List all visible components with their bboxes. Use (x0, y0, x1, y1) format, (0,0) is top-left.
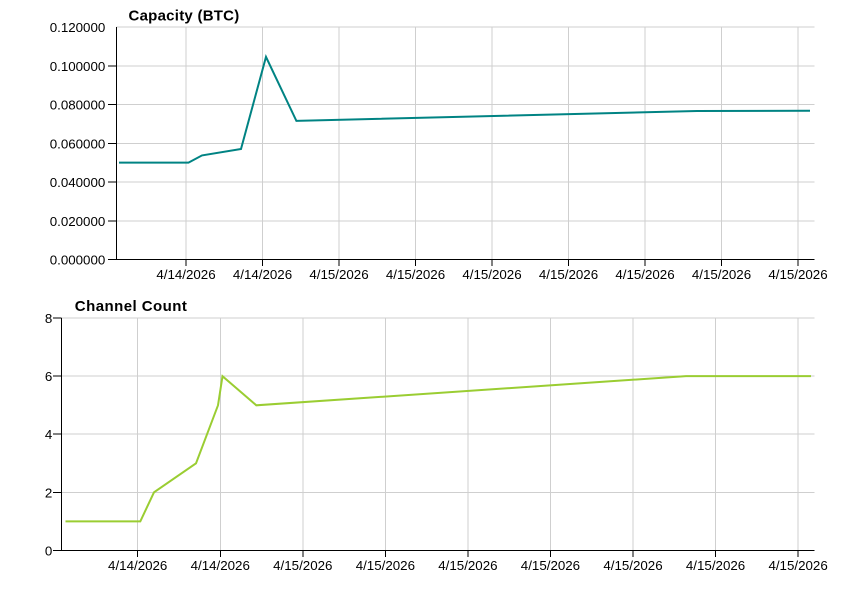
svg-text:4/15/2026: 4/15/2026 (356, 558, 415, 573)
svg-text:4/15/2026: 4/15/2026 (386, 267, 445, 282)
svg-text:0.020000: 0.020000 (50, 214, 106, 229)
svg-text:0.000000: 0.000000 (50, 252, 106, 267)
svg-text:4/15/2026: 4/15/2026 (603, 558, 662, 573)
svg-text:4/14/2026: 4/14/2026 (156, 267, 215, 282)
svg-text:4/14/2026: 4/14/2026 (233, 267, 292, 282)
svg-text:4: 4 (45, 427, 53, 442)
svg-text:4/15/2026: 4/15/2026 (692, 267, 751, 282)
svg-text:0.120000: 0.120000 (50, 20, 106, 35)
svg-text:4/15/2026: 4/15/2026 (309, 267, 368, 282)
svg-text:0.100000: 0.100000 (50, 59, 106, 74)
svg-text:2: 2 (45, 485, 52, 500)
svg-text:4/15/2026: 4/15/2026 (539, 267, 598, 282)
svg-text:0.060000: 0.060000 (50, 136, 106, 151)
svg-text:0: 0 (45, 543, 52, 558)
svg-text:4/15/2026: 4/15/2026 (686, 558, 745, 573)
svg-text:Capacity (BTC): Capacity (BTC) (129, 7, 240, 24)
svg-text:4/15/2026: 4/15/2026 (462, 267, 521, 282)
svg-text:8: 8 (45, 311, 52, 326)
svg-text:0.040000: 0.040000 (50, 175, 106, 190)
svg-text:Channel Count: Channel Count (75, 298, 188, 315)
svg-text:4/15/2026: 4/15/2026 (768, 558, 827, 573)
svg-text:4/15/2026: 4/15/2026 (273, 558, 332, 573)
svg-text:4/15/2026: 4/15/2026 (521, 558, 580, 573)
svg-text:0.080000: 0.080000 (50, 98, 106, 113)
svg-text:4/15/2026: 4/15/2026 (438, 558, 497, 573)
svg-text:4/15/2026: 4/15/2026 (615, 267, 674, 282)
svg-text:6: 6 (45, 369, 52, 384)
svg-text:4/15/2026: 4/15/2026 (768, 267, 827, 282)
svg-text:4/14/2026: 4/14/2026 (108, 558, 167, 573)
svg-text:4/14/2026: 4/14/2026 (191, 558, 250, 573)
